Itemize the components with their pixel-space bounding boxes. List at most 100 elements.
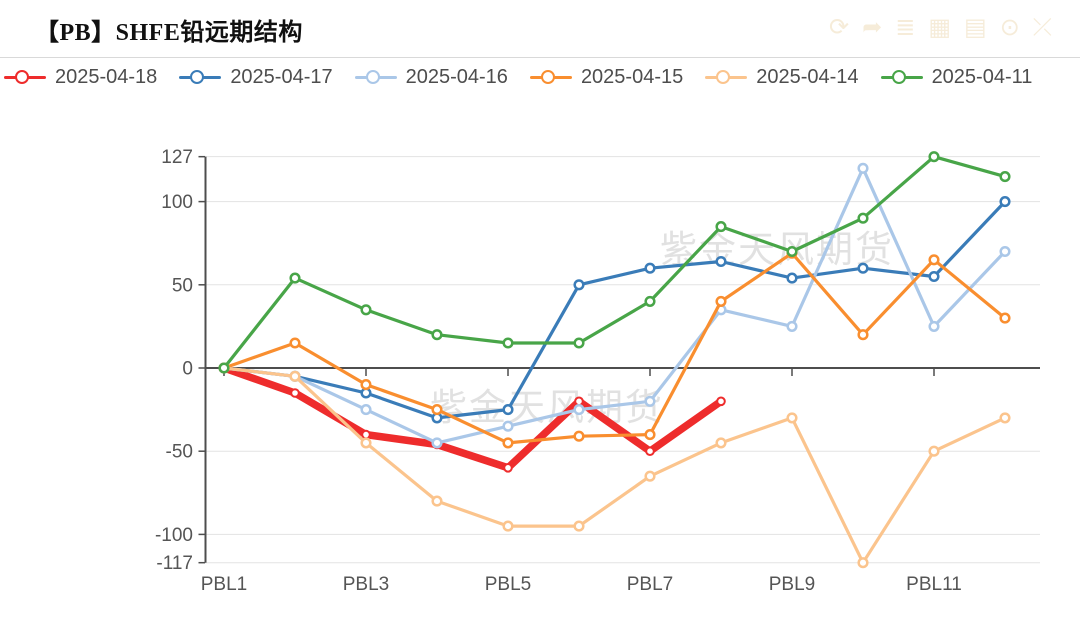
data-point-2025-04-11-PBL4 — [431, 329, 443, 341]
data-point-2025-04-18-PBL3 — [361, 429, 371, 440]
data-point-2025-04-11-PBL9 — [786, 245, 798, 258]
data-point-2025-04-15-PBL11 — [928, 254, 940, 266]
legend-line-circle-icon — [880, 70, 923, 84]
data-point-2025-04-15-PBL5 — [502, 437, 514, 449]
page-title: 【PB】SHFE铅远期结构 — [35, 20, 303, 46]
data-point-2025-04-16-PBL10 — [857, 162, 869, 174]
share-icon[interactable]: ➦ — [862, 14, 883, 41]
data-point-2025-04-17-PBL10 — [857, 262, 869, 274]
data-point-2025-04-17-PBL8 — [715, 255, 727, 268]
legend-item-2025-04-16[interactable]: 2025-04-16 — [354, 65, 508, 89]
data-point-2025-04-18-PBL7 — [645, 446, 655, 457]
data-point-2025-04-11-PBL10 — [857, 212, 869, 224]
y-tick-label: -117 — [156, 553, 193, 574]
data-point-2025-04-16-PBL7 — [644, 395, 656, 407]
watermark-text-0: 紫金天风期货 — [430, 387, 664, 428]
y-tick-label: -100 — [155, 525, 193, 546]
data-point-2025-04-11-PBL2 — [289, 272, 301, 284]
y-tick-label: 50 — [172, 275, 193, 296]
data-point-2025-04-11-PBL7 — [644, 295, 656, 307]
chart-legend: 2025-04-18 2025-04-17 2025-04-16 2025-04-15… — [4, 62, 1032, 92]
legend-item-2025-04-17[interactable]: 2025-04-17 — [179, 65, 333, 89]
data-point-2025-04-11-PBL8 — [715, 221, 727, 233]
x-tick-label: PBL3 — [343, 574, 389, 595]
data-point-2025-04-18-PBL8 — [716, 396, 726, 407]
data-point-2025-04-14-PBL3 — [360, 437, 372, 449]
series-line-2025-04-15 — [222, 251, 1007, 445]
data-point-2025-04-15-PBL3 — [360, 379, 372, 391]
header-divider — [0, 57, 1080, 58]
y-tick-label: 127 — [161, 147, 193, 168]
data-point-2025-04-16-PBL3 — [360, 404, 372, 416]
data-point-2025-04-16-PBL4 — [431, 437, 443, 449]
series-line-2025-04-17 — [222, 199, 1007, 420]
legend-line-circle-icon — [705, 70, 748, 84]
data-point-2025-04-14-PBL12 — [999, 412, 1011, 424]
data-point-2025-04-11-PBL3 — [360, 304, 372, 316]
image-icon[interactable]: ▤ — [964, 14, 987, 41]
refresh-icon[interactable]: ⟳ — [828, 14, 850, 41]
legend-label: 2025-04-18 — [55, 65, 158, 88]
series-line-2025-04-14 — [222, 366, 1007, 565]
legend-item-2025-04-18[interactable]: 2025-04-18 — [4, 66, 157, 89]
legend-label: 2025-04-17 — [230, 65, 333, 88]
y-tick-label: -50 — [166, 442, 193, 463]
data-point-2025-04-14-PBL9 — [786, 412, 798, 424]
data-point-2025-04-14-PBL10 — [857, 557, 869, 569]
x-tick-label: PBL11 — [906, 574, 962, 595]
data-point-2025-04-14-PBL8 — [715, 437, 727, 449]
bell-icon[interactable]: ⊙ — [999, 14, 1020, 41]
data-point-2025-04-15-PBL4 — [431, 404, 443, 416]
data-point-2025-04-11-PBL6 — [573, 337, 585, 349]
data-point-2025-04-14-PBL5 — [502, 520, 514, 532]
series-line-2025-04-16 — [222, 166, 1007, 445]
data-point-2025-04-16-PBL5 — [502, 420, 514, 432]
y-tick-label: 100 — [161, 192, 193, 213]
data-point-2025-04-17-PBL12 — [999, 196, 1011, 208]
data-point-2025-04-17-PBL6 — [573, 279, 585, 291]
legend-item-2025-04-14[interactable]: 2025-04-14 — [705, 65, 859, 89]
data-point-2025-04-17-PBL11 — [928, 270, 940, 283]
data-point-2025-04-18-PBL5 — [503, 463, 513, 473]
data-point-2025-04-11-PBL5 — [502, 337, 514, 349]
legend-label: 2025-04-16 — [405, 65, 508, 88]
x-tick-label: PBL5 — [485, 574, 531, 595]
y-tick-label: 0 — [182, 359, 193, 380]
legend-label: 2025-04-14 — [756, 65, 859, 88]
shuffle-icon[interactable]: ⤫ — [1032, 14, 1052, 41]
data-point-2025-04-16-PBL9 — [786, 320, 798, 332]
legend-line-circle-icon — [529, 70, 572, 84]
legend-line-circle-icon — [179, 70, 222, 84]
data-point-2025-04-11-PBL11 — [928, 151, 940, 163]
data-point-2025-04-15-PBL7 — [644, 429, 656, 441]
chart-canvas: 紫金天风期货 紫金天风期货 127 100 50 0 -50 -100 -117 PBL1 PBL3… — [0, 90, 1080, 620]
series-line-2025-04-11 — [222, 155, 1007, 370]
data-point-2025-04-11-PBL1 — [218, 362, 230, 374]
data-point-2025-04-16-PBL12 — [999, 245, 1011, 258]
data-point-2025-04-16-PBL11 — [928, 320, 940, 332]
data-point-2025-04-17-PBL7 — [644, 262, 656, 274]
data-point-2025-04-15-PBL8 — [715, 295, 727, 307]
legend-line-circle-icon — [354, 70, 397, 84]
list-icon[interactable]: ≣ — [895, 14, 916, 41]
data-point-2025-04-17-PBL9 — [786, 272, 798, 284]
data-point-2025-04-18-PBL2 — [290, 388, 300, 398]
data-point-2025-04-14-PBL4 — [431, 495, 443, 507]
data-point-2025-04-15-PBL12 — [999, 312, 1011, 324]
data-point-2025-04-15-PBL2 — [289, 337, 301, 349]
x-tick-label: PBL1 — [201, 574, 247, 595]
data-point-2025-04-11-PBL12 — [999, 171, 1011, 183]
legend-item-2025-04-11[interactable]: 2025-04-11 — [880, 66, 1032, 89]
legend-line-circle-icon — [4, 70, 46, 84]
data-point-2025-04-16-PBL6 — [573, 404, 585, 416]
table-icon[interactable]: ▦ — [928, 14, 951, 41]
data-point-2025-04-18-PBL6 — [574, 396, 584, 407]
data-point-2025-04-15-PBL10 — [857, 329, 869, 341]
data-point-2025-04-14-PBL7 — [644, 470, 656, 482]
data-point-2025-04-15-PBL6 — [573, 430, 585, 442]
data-point-2025-04-14-PBL11 — [928, 445, 940, 457]
legend-item-2025-04-15[interactable]: 2025-04-15 — [529, 66, 683, 89]
x-tick-label: PBL9 — [769, 574, 815, 595]
